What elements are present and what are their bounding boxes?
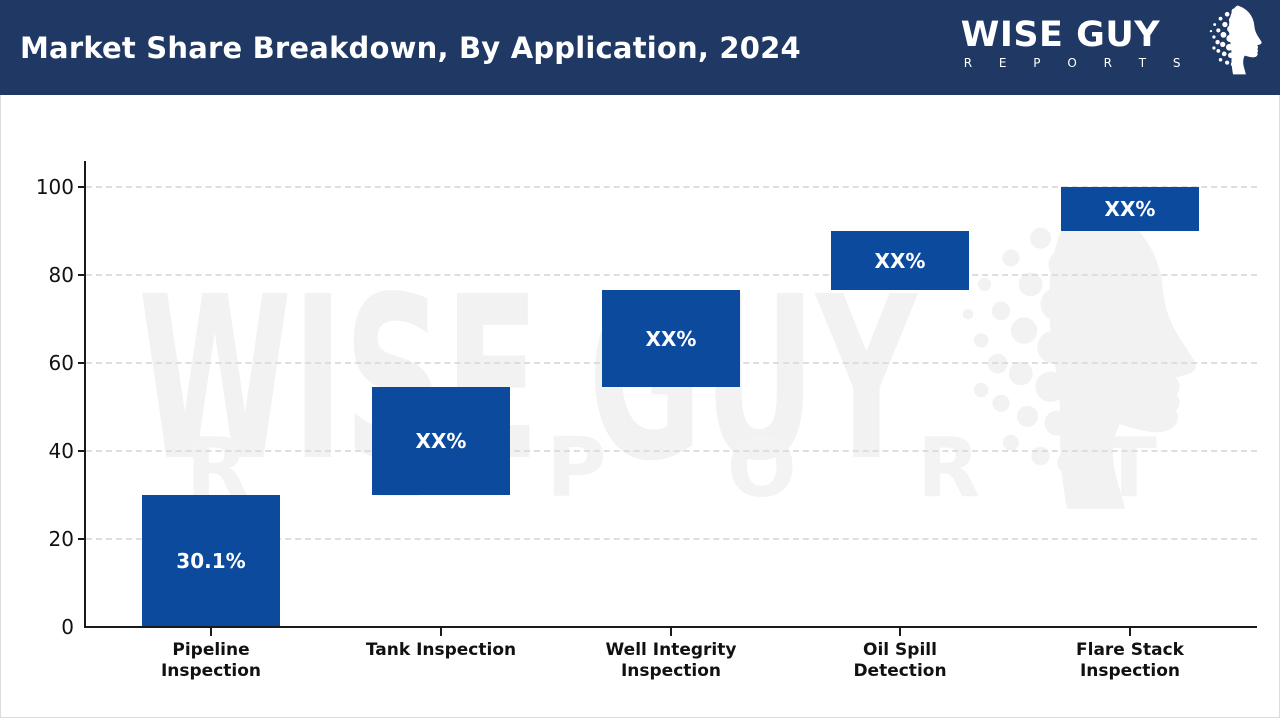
x-tick-label-line: Inspection [1079, 661, 1181, 681]
logo-subtext: R E P O R T S [963, 56, 1192, 70]
y-tick-mark [78, 274, 86, 276]
x-tick-label: Well Integrity Inspection [559, 640, 783, 682]
x-tick-mark [1129, 628, 1131, 636]
x-tick-label: Pipeline Inspection [99, 640, 323, 682]
bar-flare-stack-inspection: XX% [1061, 187, 1199, 231]
watermark-text: WISE GUY [138, 249, 917, 511]
y-tick-label: 80 [48, 263, 74, 287]
x-tick-label-line: Well Integrity [605, 640, 737, 660]
x-tick-label-line: Detection [853, 661, 947, 681]
y-tick-label: 20 [48, 527, 74, 551]
x-tick-label-line: Inspection [160, 661, 262, 681]
y-tick-label: 40 [48, 439, 74, 463]
bar-oil-spill-detection: XX% [831, 231, 969, 291]
bar-well-integrity-inspection: XX% [602, 290, 740, 388]
bar-value-label: XX% [645, 326, 697, 351]
x-axis-line [84, 626, 1257, 628]
x-tick-label: Oil Spill Detection [788, 640, 1012, 682]
bar-pipeline-inspection: 30.1% [142, 494, 280, 627]
bar-value-label: XX% [1104, 197, 1156, 221]
logo-wordmark: WISE GUY [960, 15, 1161, 55]
x-tick-label-line: Tank Inspection [365, 640, 517, 660]
y-tick-mark [78, 450, 86, 452]
gridline [86, 274, 1257, 276]
x-tick-mark [440, 628, 442, 636]
logo: WISE GUY R E P O R T S [961, 16, 1192, 70]
header-bar: Market Share Breakdown, By Application, … [0, 0, 1280, 95]
y-tick-mark [78, 186, 86, 188]
x-tick-label: Tank Inspection [329, 640, 553, 661]
y-tick-label: 60 [48, 351, 74, 375]
y-tick-mark [78, 538, 86, 540]
y-tick-label: 0 [61, 615, 74, 639]
x-tick-label-line: Inspection [620, 661, 722, 681]
logo-head-icon [1209, 5, 1262, 75]
gridline [86, 538, 1257, 540]
x-tick-mark [899, 628, 901, 636]
bar-value-label: XX% [415, 428, 467, 453]
bar-value-label: 30.1% [176, 548, 246, 573]
x-tick-label-line: Oil Spill [863, 640, 937, 660]
gridline [86, 186, 1257, 188]
chart-title: Market Share Breakdown, By Application, … [20, 30, 801, 65]
x-tick-label-line: Flare Stack [1076, 640, 1184, 660]
x-tick-mark [210, 628, 212, 636]
bar-value-label: XX% [874, 248, 926, 273]
y-tick-mark [78, 362, 86, 364]
y-axis-line [84, 161, 86, 628]
y-tick-label: 100 [35, 175, 74, 199]
x-tick-label-line: Pipeline [172, 640, 250, 660]
x-tick-label: Flare Stack Inspection [1018, 640, 1242, 682]
x-tick-mark [670, 628, 672, 636]
gridline [86, 450, 1257, 452]
bar-tank-inspection: XX% [372, 387, 510, 495]
